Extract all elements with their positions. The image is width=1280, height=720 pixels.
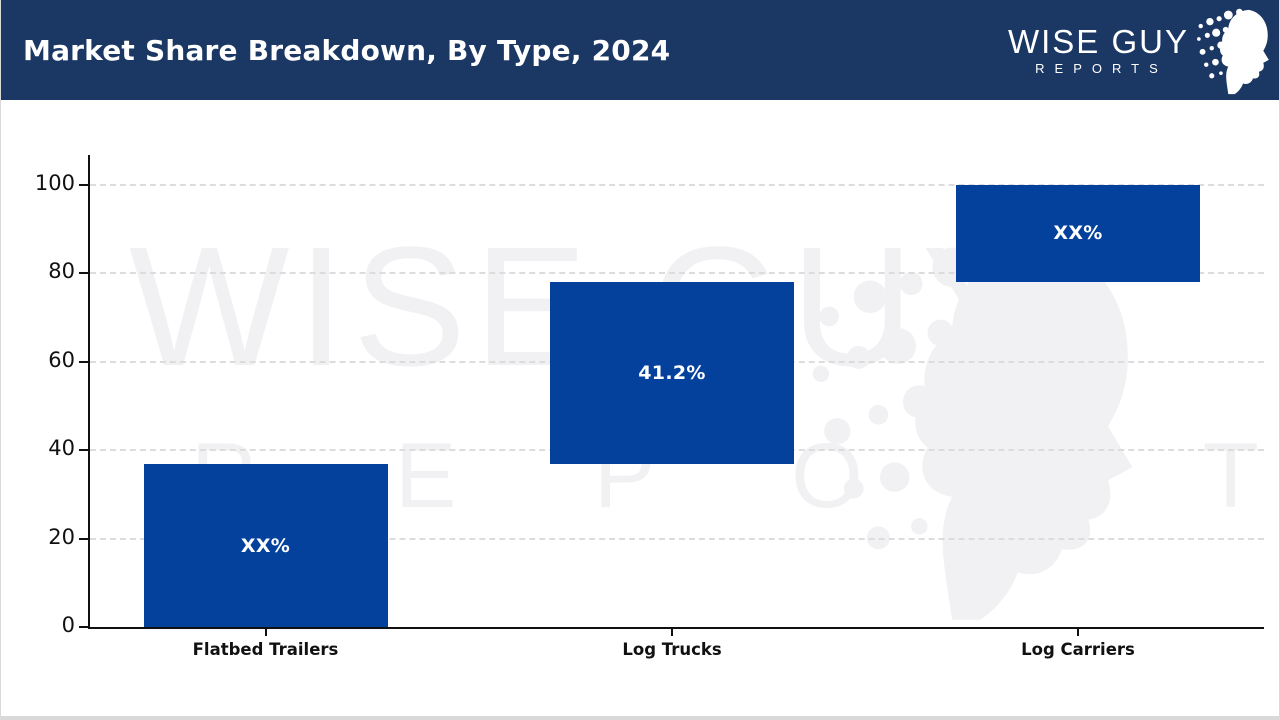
- x-tick-mark: [671, 627, 673, 636]
- y-tick-mark: [79, 537, 89, 540]
- logo-text: WISE GUY REPORTS: [1008, 25, 1189, 75]
- y-tick-label: 60: [48, 347, 75, 372]
- bar-log-trucks: 41.2%: [550, 281, 794, 465]
- bar-value-label: 41.2%: [638, 361, 706, 384]
- x-tick-label: Log Trucks: [622, 640, 722, 659]
- plot: 0 20 40 60 80 100 XX% 41.2% XX% Flatbed Trailers L…: [1, 100, 1279, 716]
- wiseguy-logo: WISE GUY REPORTS: [1008, 4, 1271, 96]
- bar-value-label: XX%: [1053, 222, 1103, 245]
- y-tick-mark: [79, 449, 89, 451]
- y-tick-mark: [79, 183, 89, 186]
- x-tick-mark: [264, 627, 267, 636]
- y-tick-label: 0: [61, 613, 75, 637]
- bar-flatbed-trailers: XX%: [143, 464, 388, 627]
- y-tick-mark: [79, 272, 89, 274]
- y-tick-label: 40: [48, 436, 75, 460]
- y-gridline: [90, 537, 1264, 540]
- logo-subtitle: REPORTS: [1035, 61, 1168, 76]
- y-tick-label: 20: [48, 524, 75, 549]
- y-axis-spine: [88, 155, 90, 629]
- page-title: Market Share Breakdown, By Type, 2024: [23, 33, 671, 67]
- x-tick-mark: [1077, 627, 1079, 636]
- y-tick-mark: [79, 626, 89, 628]
- y-tick-label: 80: [48, 259, 75, 283]
- bar-log-carriers: XX%: [956, 184, 1200, 282]
- y-gridline: [90, 183, 1264, 186]
- header: Market Share Breakdown, By Type, 2024 WI…: [1, 0, 1279, 100]
- logo-face-icon: [1197, 8, 1269, 95]
- bar-value-label: XX%: [240, 534, 291, 557]
- chart-area: WISE GUY R E P O R T S 020406080100XX%41…: [1, 100, 1279, 716]
- y-tick-mark: [79, 360, 89, 363]
- x-axis-spine: [88, 627, 1264, 629]
- y-tick-label: 100: [34, 170, 75, 195]
- x-tick-label: Flatbed Trailers: [192, 640, 339, 659]
- logo-wordmark: WISE GUY: [1007, 23, 1189, 60]
- x-tick-label: Log Carriers: [1021, 640, 1135, 659]
- y-gridline: [90, 272, 1264, 274]
